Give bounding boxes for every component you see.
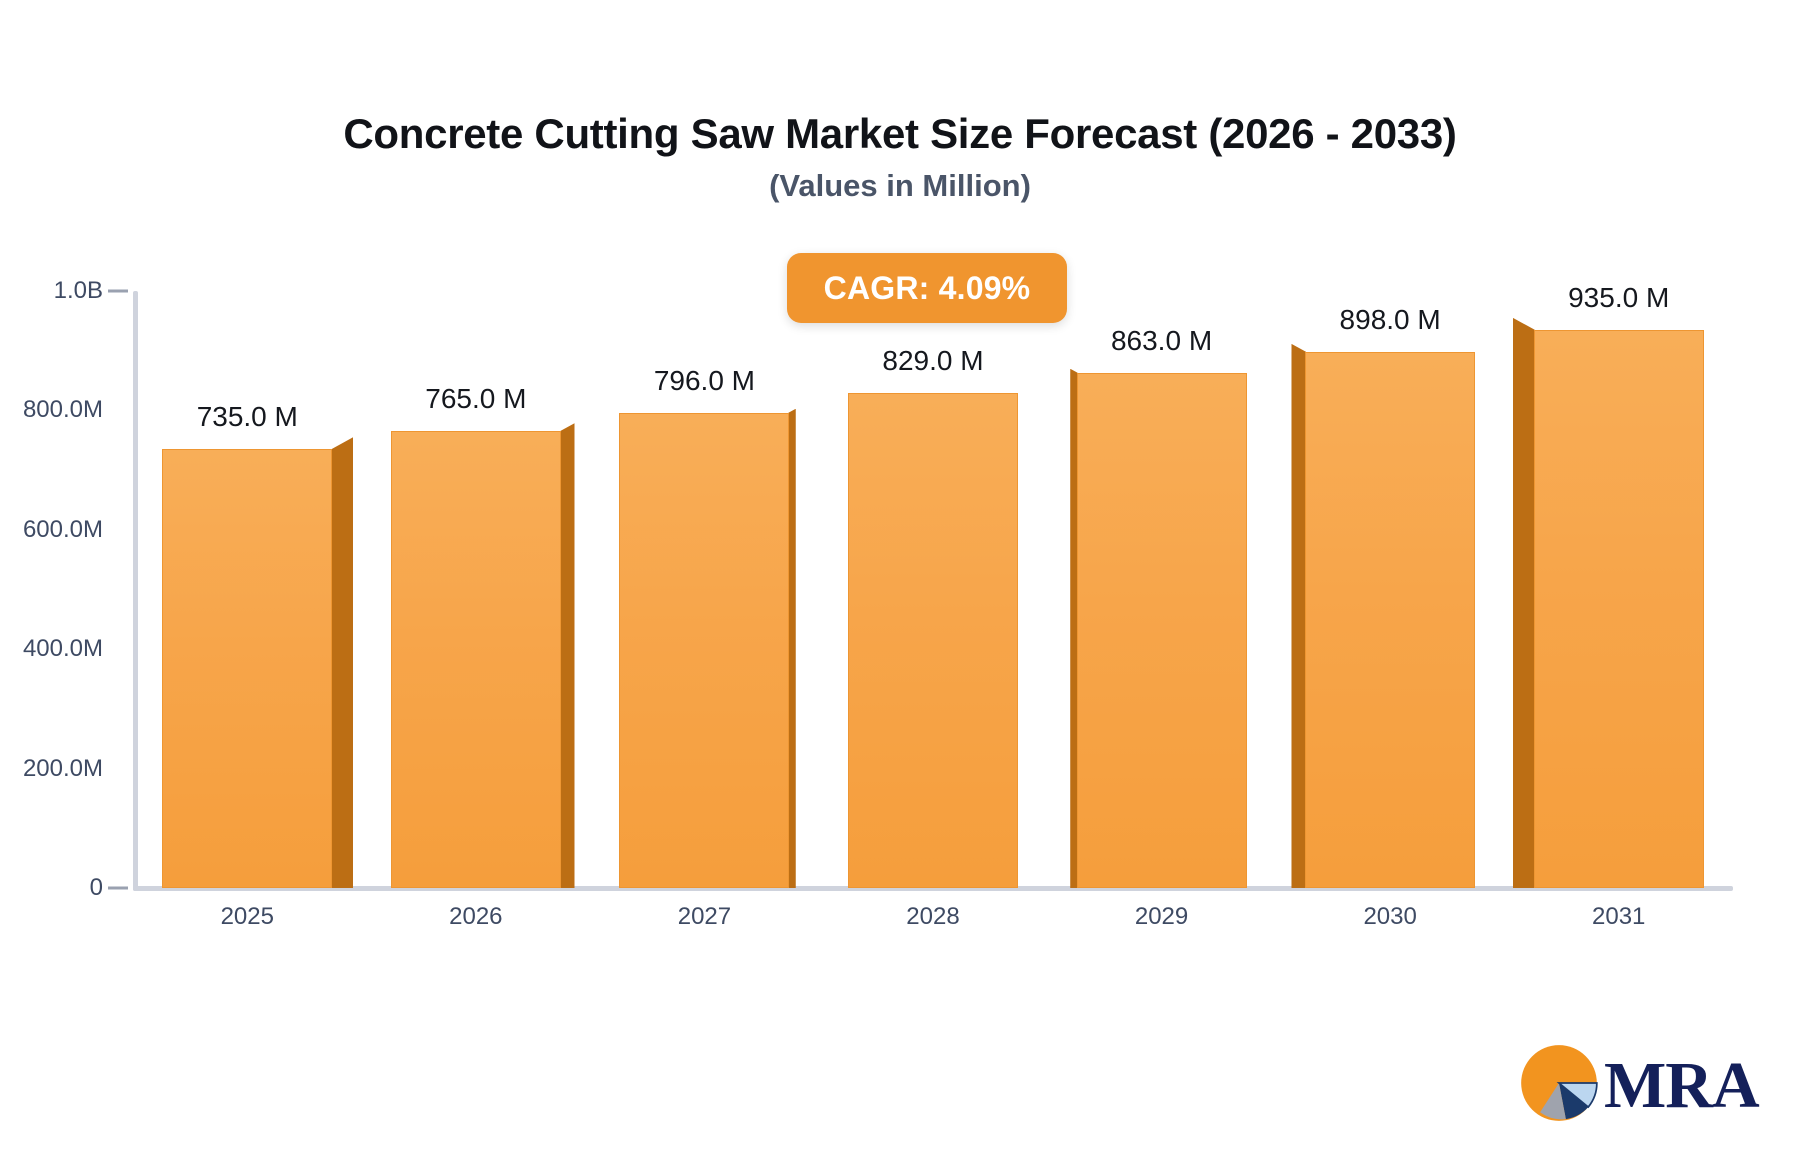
bar-front-face: [1305, 351, 1476, 888]
bar-2029: [1070, 368, 1247, 888]
bar-side-face: [331, 437, 354, 888]
bar-front-face: [848, 393, 1018, 888]
y-axis-tick-text: 1.0B: [53, 277, 103, 304]
pie-chart-icon: [1516, 1040, 1602, 1131]
bar-side-face: [1291, 343, 1307, 888]
x-axis-tick-label: 2031: [1592, 903, 1646, 930]
bar-front-face: [619, 412, 790, 888]
bar-2030: [1291, 343, 1476, 888]
chart-title: Concrete Cutting Saw Market Size Forecas…: [343, 110, 1457, 157]
x-axis-tick-label: 2025: [220, 903, 274, 930]
bar-2027: [619, 408, 796, 888]
bar-value-label: 935.0 M: [1568, 281, 1670, 313]
bar-side-face: [1070, 368, 1078, 888]
brand-logo: MRA: [1516, 1040, 1760, 1131]
x-axis-tick-label: 2026: [449, 903, 503, 930]
bar-value-label: 829.0 M: [882, 345, 984, 377]
bar-value-label: 796.0 M: [653, 364, 755, 396]
bar-2028: [848, 393, 1018, 888]
y-axis-line: [133, 291, 138, 891]
bar-front-face: [162, 449, 333, 888]
x-axis-line: [133, 886, 1733, 891]
brand-name: MRA: [1604, 1048, 1760, 1122]
bar-side-face: [1512, 317, 1535, 888]
y-axis-tick-text: 200.0M: [22, 754, 103, 782]
x-axis-tick-label: 2028: [906, 903, 960, 930]
y-axis-tick-text: 0: [89, 874, 103, 901]
bar-value-label: 765.0 M: [425, 383, 527, 415]
bar-2026: [390, 423, 575, 888]
y-axis-tick-mark: [108, 289, 128, 293]
x-axis-tick-label: 2029: [1134, 903, 1189, 930]
bar-front-face: [1076, 372, 1247, 888]
bar-side-face: [788, 408, 796, 888]
chart-subtitle: (Values in Million): [769, 168, 1031, 203]
y-axis-tick-text: 400.0M: [22, 635, 103, 663]
bar-2031: [1512, 317, 1704, 888]
x-axis-tick-label: 2030: [1363, 903, 1417, 930]
bar-value-label: 735.0 M: [196, 401, 298, 433]
bar-side-face: [559, 423, 575, 888]
bar-value-label: 898.0 M: [1339, 303, 1441, 335]
y-axis-tick-mark: [108, 886, 128, 890]
cagr-badge: CAGR: 4.09%: [787, 253, 1067, 323]
bar-front-face: [390, 431, 561, 888]
x-axis-tick-label: 2027: [677, 903, 732, 930]
y-axis-tick-text: 600.0M: [22, 515, 103, 543]
bar-front-face: [1533, 329, 1704, 888]
y-axis-tick-text: 800.0M: [22, 396, 103, 424]
bar-value-label: 863.0 M: [1110, 324, 1213, 356]
bar-2025: [162, 437, 354, 888]
